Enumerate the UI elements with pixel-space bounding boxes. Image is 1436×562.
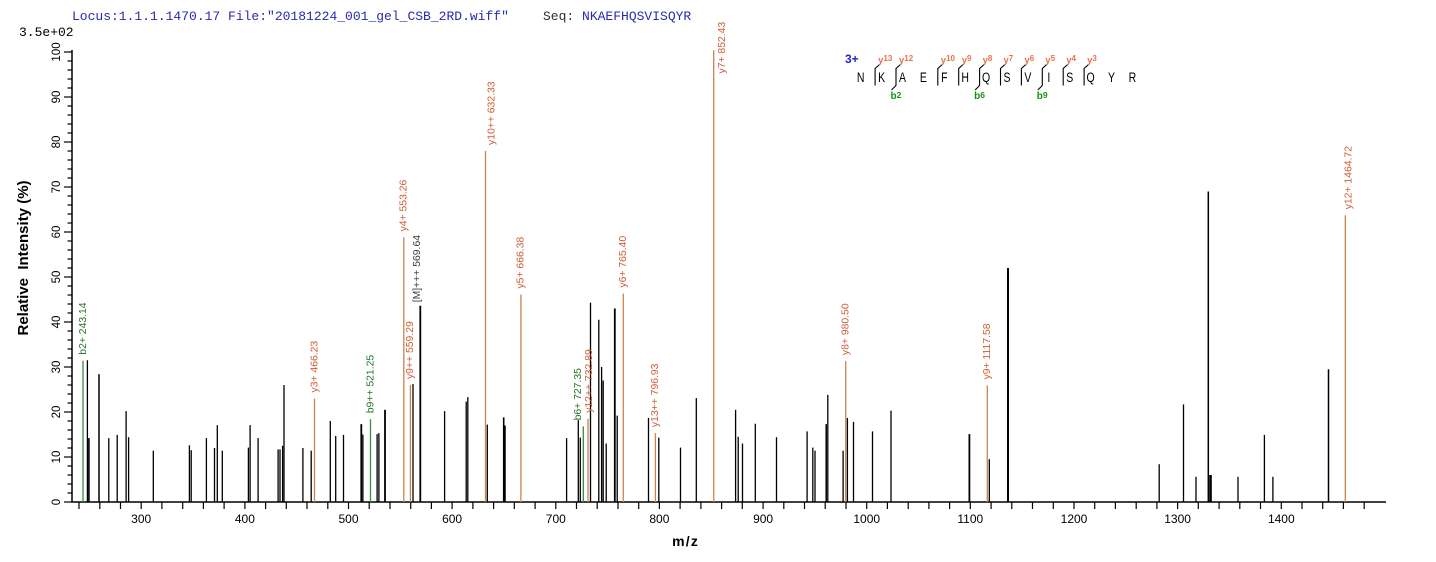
svg-text:3.5e+02: 3.5e+02: [19, 25, 74, 40]
svg-text:y4+ 553.26: y4+ 553.26: [399, 179, 410, 231]
svg-text:b2+ 243.14: b2+ 243.14: [78, 302, 89, 355]
svg-text:700: 700: [546, 512, 566, 526]
svg-text:y7: y7: [1004, 54, 1014, 66]
svg-text:y6+ 765.40: y6+ 765.40: [618, 236, 629, 288]
svg-text:K: K: [878, 70, 886, 86]
svg-text:y9++ 559.29: y9++ 559.29: [405, 321, 416, 379]
svg-text:V: V: [1024, 70, 1032, 86]
svg-text:y5+ 666.38: y5+ 666.38: [516, 237, 527, 289]
svg-text:Q: Q: [1087, 70, 1095, 86]
svg-text:50: 50: [51, 271, 63, 284]
svg-text:E: E: [920, 70, 927, 86]
svg-text:S: S: [1003, 70, 1010, 86]
svg-text:y5: y5: [1045, 54, 1055, 66]
svg-text:1100: 1100: [957, 512, 983, 526]
svg-text:Y: Y: [1108, 70, 1116, 86]
svg-text:b6: b6: [974, 90, 985, 102]
svg-text:Locus:1.1.1.1470.17 File:"2018: Locus:1.1.1.1470.17 File:"20181224_001_g…: [72, 9, 509, 24]
svg-text:b6+ 727.35: b6+ 727.35: [573, 368, 584, 421]
svg-text:y10++ 632.33: y10++ 632.33: [487, 81, 498, 145]
svg-text:S: S: [1066, 70, 1073, 86]
svg-text:Relative Intensity (%): Relative Intensity (%): [15, 180, 32, 335]
svg-text:400: 400: [235, 512, 255, 526]
svg-text:I: I: [1047, 70, 1050, 86]
svg-text:Q: Q: [982, 70, 990, 86]
svg-text:F: F: [941, 70, 948, 86]
svg-text:500: 500: [338, 512, 358, 526]
svg-text:1000: 1000: [853, 512, 880, 526]
svg-text:Seq: NKAEFHQSVISQYR: Seq: NKAEFHQSVISQYR: [543, 9, 691, 24]
svg-text:20: 20: [51, 406, 63, 419]
svg-text:y7+ 852.43: y7+ 852.43: [717, 22, 728, 74]
svg-text:b2: b2: [891, 90, 902, 102]
svg-text:y6: y6: [1024, 54, 1034, 66]
svg-text:y9: y9: [962, 54, 972, 66]
svg-text:70: 70: [51, 181, 63, 194]
svg-text:0: 0: [51, 499, 63, 505]
svg-text:10: 10: [51, 451, 63, 464]
svg-text:b9: b9: [1037, 90, 1048, 102]
svg-text:3+: 3+: [845, 52, 859, 66]
svg-text:y9+ 1117.58: y9+ 1117.58: [982, 323, 993, 379]
svg-text:30: 30: [51, 361, 63, 374]
svg-text:H: H: [961, 70, 969, 86]
svg-text:y4: y4: [1066, 54, 1076, 66]
svg-text:900: 900: [753, 512, 773, 526]
svg-text:[M]+++ 569.64: [M]+++ 569.64: [412, 235, 423, 303]
svg-text:90: 90: [51, 91, 63, 104]
svg-text:y8: y8: [983, 54, 993, 66]
svg-text:800: 800: [649, 512, 669, 526]
svg-text:N: N: [857, 70, 865, 86]
svg-text:80: 80: [51, 136, 63, 149]
svg-text:600: 600: [442, 512, 462, 526]
svg-text:b9++ 521.25: b9++ 521.25: [365, 355, 376, 414]
svg-text:1300: 1300: [1164, 512, 1191, 526]
svg-text:m / z: m / z: [672, 533, 698, 549]
svg-text:60: 60: [51, 226, 63, 239]
svg-text:y3: y3: [1087, 54, 1097, 66]
svg-text:y12++ 732.89: y12++ 732.89: [584, 349, 595, 413]
svg-text:100: 100: [51, 42, 63, 61]
svg-text:40: 40: [51, 316, 63, 329]
svg-text:300: 300: [131, 512, 151, 526]
svg-text:y12+ 1464.72: y12+ 1464.72: [1344, 146, 1355, 209]
svg-text:R: R: [1129, 70, 1137, 86]
svg-text:1400: 1400: [1268, 512, 1295, 526]
svg-text:y8+ 980.50: y8+ 980.50: [841, 303, 852, 355]
svg-text:y3+ 466.23: y3+ 466.23: [309, 341, 320, 393]
svg-text:1200: 1200: [1061, 512, 1088, 526]
svg-text:A: A: [899, 70, 907, 86]
svg-text:y13++ 796.93: y13++ 796.93: [650, 363, 661, 427]
